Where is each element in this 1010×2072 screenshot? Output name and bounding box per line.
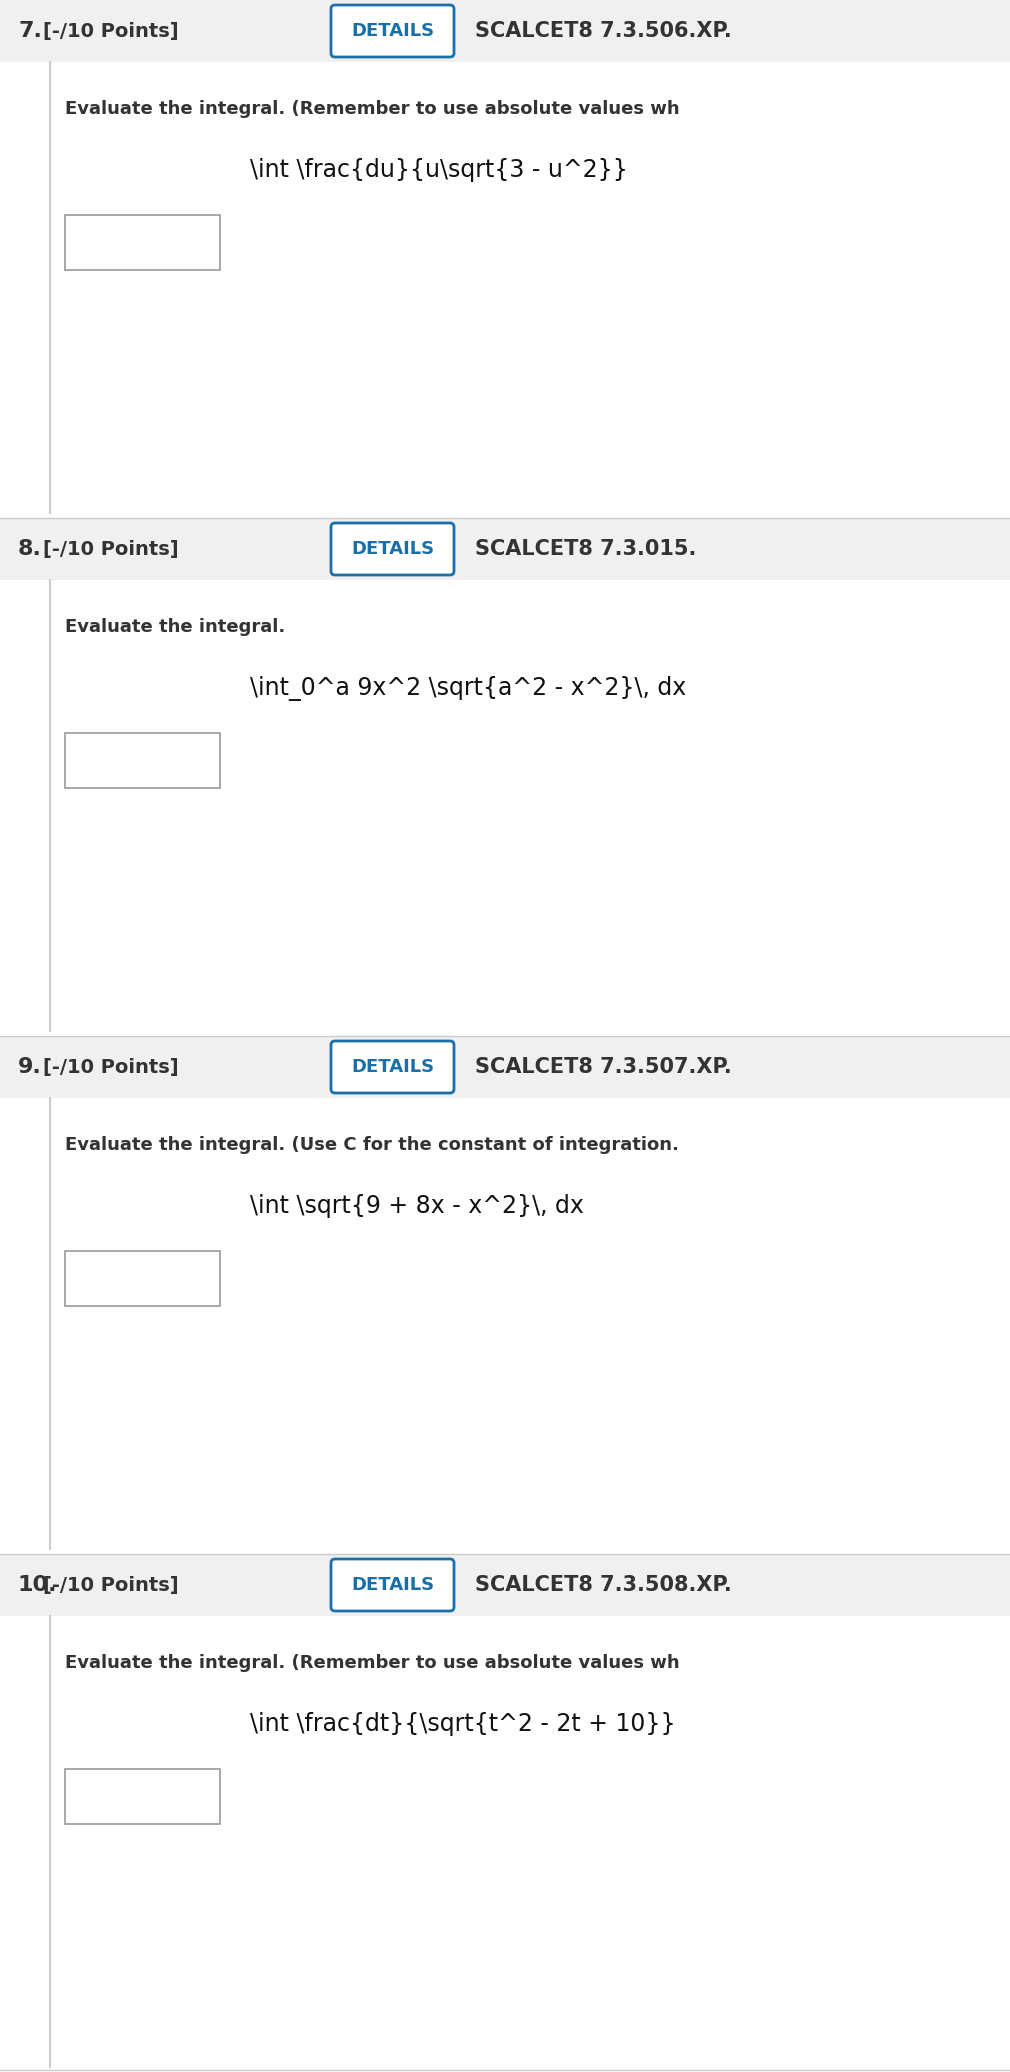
Text: SCALCET8 7.3.015.: SCALCET8 7.3.015. bbox=[475, 539, 696, 559]
FancyBboxPatch shape bbox=[331, 4, 454, 58]
FancyBboxPatch shape bbox=[0, 62, 1010, 518]
Text: [-/10 Points]: [-/10 Points] bbox=[43, 539, 179, 559]
Text: Evaluate the integral.: Evaluate the integral. bbox=[65, 617, 285, 636]
Text: \int_0^a 9x^2 \sqrt{a^2 - x^2}\, dx: \int_0^a 9x^2 \sqrt{a^2 - x^2}\, dx bbox=[250, 675, 686, 700]
FancyBboxPatch shape bbox=[331, 1040, 454, 1094]
Text: Evaluate the integral. (Remember to use absolute values wh: Evaluate the integral. (Remember to use … bbox=[65, 1653, 680, 1672]
FancyBboxPatch shape bbox=[65, 215, 220, 269]
FancyBboxPatch shape bbox=[65, 1251, 220, 1305]
Text: DETAILS: DETAILS bbox=[350, 1059, 434, 1075]
Text: \int \frac{dt}{\sqrt{t^2 - 2t + 10}}: \int \frac{dt}{\sqrt{t^2 - 2t + 10}} bbox=[250, 1711, 676, 1736]
FancyBboxPatch shape bbox=[0, 0, 1010, 62]
Text: 9.: 9. bbox=[18, 1057, 41, 1077]
FancyBboxPatch shape bbox=[0, 1616, 1010, 2072]
Text: [-/10 Points]: [-/10 Points] bbox=[43, 21, 179, 41]
FancyBboxPatch shape bbox=[0, 518, 1010, 580]
Text: DETAILS: DETAILS bbox=[350, 541, 434, 557]
FancyBboxPatch shape bbox=[0, 1098, 1010, 1554]
FancyBboxPatch shape bbox=[0, 1554, 1010, 1616]
Text: 8.: 8. bbox=[18, 539, 41, 559]
Text: \int \sqrt{9 + 8x - x^2}\, dx: \int \sqrt{9 + 8x - x^2}\, dx bbox=[250, 1193, 584, 1218]
Text: [-/10 Points]: [-/10 Points] bbox=[43, 1575, 179, 1595]
Text: SCALCET8 7.3.506.XP.: SCALCET8 7.3.506.XP. bbox=[475, 21, 732, 41]
Text: DETAILS: DETAILS bbox=[350, 1577, 434, 1593]
Text: 7.: 7. bbox=[18, 21, 41, 41]
FancyBboxPatch shape bbox=[0, 1036, 1010, 1098]
FancyBboxPatch shape bbox=[65, 733, 220, 787]
Text: Evaluate the integral. (Use C for the constant of integration.: Evaluate the integral. (Use C for the co… bbox=[65, 1135, 679, 1154]
Text: SCALCET8 7.3.507.XP.: SCALCET8 7.3.507.XP. bbox=[475, 1057, 732, 1077]
FancyBboxPatch shape bbox=[331, 1558, 454, 1612]
FancyBboxPatch shape bbox=[65, 1769, 220, 1823]
Text: DETAILS: DETAILS bbox=[350, 23, 434, 39]
FancyBboxPatch shape bbox=[0, 580, 1010, 1036]
Text: Evaluate the integral. (Remember to use absolute values wh: Evaluate the integral. (Remember to use … bbox=[65, 99, 680, 118]
Text: \int \frac{du}{u\sqrt{3 - u^2}}: \int \frac{du}{u\sqrt{3 - u^2}} bbox=[250, 157, 628, 182]
FancyBboxPatch shape bbox=[331, 522, 454, 576]
Text: SCALCET8 7.3.508.XP.: SCALCET8 7.3.508.XP. bbox=[475, 1575, 732, 1595]
Text: 10.: 10. bbox=[18, 1575, 58, 1595]
Text: [-/10 Points]: [-/10 Points] bbox=[43, 1057, 179, 1077]
